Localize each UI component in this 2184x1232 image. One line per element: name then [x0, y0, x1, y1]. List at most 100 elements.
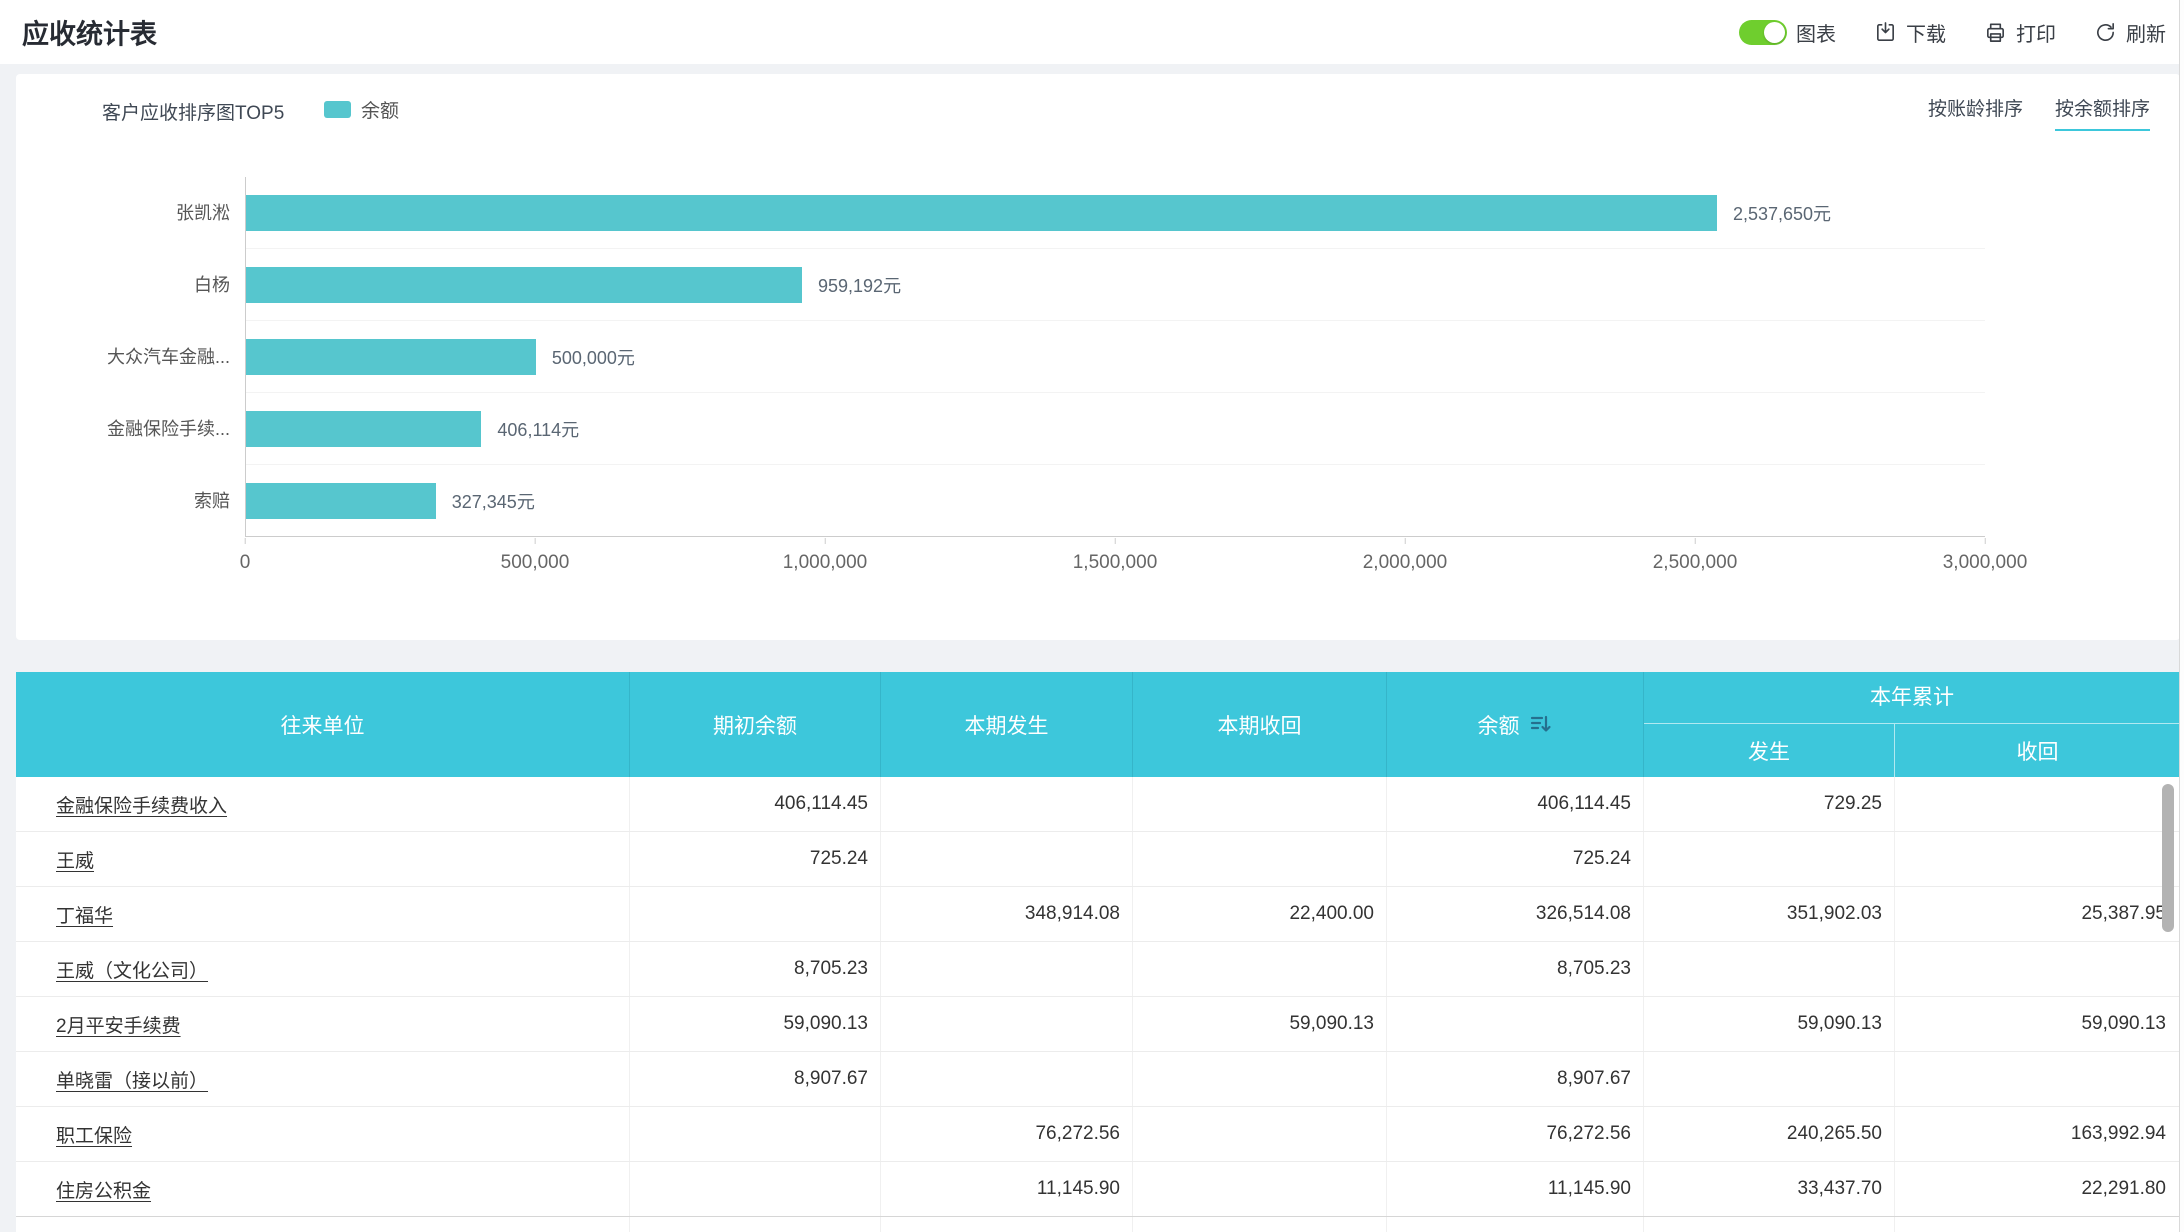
x-tick-label: 1,000,000: [782, 538, 868, 573]
category-label: 白杨: [194, 275, 230, 295]
chart-card: 客户应收排序图TOP5 余额 按账龄排序 按余额排序 张凯淞 白杨 大众汽车金融..…: [16, 74, 2180, 640]
cell-value: 351,902.03: [1644, 887, 1895, 941]
x-axis: 0 500,000 1,000,000 1,500,000 2,000,000 2,500…: [240, 538, 2027, 578]
cell-value: [1133, 1107, 1387, 1161]
toggle-knob-icon: [1764, 21, 1785, 43]
x-tick-label: 1,500,000: [1072, 538, 1158, 573]
cell-empty: [1644, 1217, 1895, 1232]
cell-counterparty: 单晓雷（接以前）: [16, 1052, 630, 1106]
cell-empty: [630, 1217, 881, 1232]
cell-counterparty: 住房公积金: [16, 1162, 630, 1216]
x-tick-label: 500,000: [500, 538, 570, 573]
bar-value-label: 2,537,650元: [1732, 203, 1832, 224]
cell-value: 8,907.67: [1387, 1052, 1644, 1106]
header-balance: 余额: [1387, 672, 1644, 777]
cell-value: 8,705.23: [1387, 942, 1644, 996]
cell-value: [630, 1162, 881, 1216]
cell-value: [1644, 832, 1895, 886]
chart-categories: 张凯淞 白杨 大众汽车金融... 金融保险手续... 索赔: [16, 177, 230, 537]
legend-label: 余额: [361, 101, 400, 122]
print-button[interactable]: 打印: [1984, 18, 2056, 47]
sort-tab-by-aging[interactable]: 按账龄排序: [1927, 99, 2023, 120]
table-row: 职工保险 76,272.56 76,272.56 240,265.50 163,992.…: [16, 1107, 2180, 1162]
cell-value: [1133, 832, 1387, 886]
counterparty-link[interactable]: 住房公积金: [56, 1180, 152, 1202]
page-scrollbar-track[interactable]: [2179, 0, 2184, 1232]
cell-value: 729.25: [1644, 777, 1895, 831]
header-current-incurred: 本期发生: [881, 672, 1133, 777]
cell-counterparty: 王威（文化公司）: [16, 942, 630, 996]
cell-value: [630, 1107, 881, 1161]
table-row: 2月平安手续费 59,090.13 59,090.13 59,090.13 59,090…: [16, 997, 2180, 1052]
header-ytd-label: 本年累计: [1644, 672, 2180, 724]
counterparty-link[interactable]: 单晓雷（接以前）: [56, 1070, 209, 1092]
cell-value: 8,705.23: [630, 942, 881, 996]
x-tick-label: 2,500,000: [1652, 538, 1738, 573]
bar: [246, 410, 482, 447]
chart-toggle-switch[interactable]: [1739, 19, 1787, 45]
header-ytd-subrow: 发生 收回: [1644, 724, 2180, 777]
cell-value: [881, 997, 1133, 1051]
x-tick-label: 2,000,000: [1362, 538, 1448, 573]
cell-value: 59,090.13: [1644, 997, 1895, 1051]
bar-band: 327,345元: [246, 465, 1985, 537]
table-scrollbar-thumb[interactable]: [2162, 784, 2174, 932]
sort-descending-icon[interactable]: [1529, 713, 1553, 737]
cell-value: [1133, 1052, 1387, 1106]
bar: [246, 483, 436, 519]
category-label: 大众汽车金融...: [106, 347, 230, 367]
print-icon: [1984, 21, 2007, 44]
bar-value-label: 327,345元: [451, 492, 535, 512]
refresh-button[interactable]: 刷新: [2094, 18, 2166, 47]
cell-value: 59,090.13: [630, 997, 881, 1051]
table-body: 金融保险手续费收入 406,114.45 406,114.45 729.25 王威 725…: [16, 777, 2180, 1232]
counterparty-link[interactable]: 王威（文化公司）: [56, 960, 209, 982]
counterparty-link[interactable]: 2月平安手续费: [56, 1015, 181, 1037]
bar-band: 959,192元: [246, 249, 1985, 321]
bar-band: 406,114元: [246, 393, 1985, 465]
sort-tab-by-balance[interactable]: 按余额排序: [2054, 94, 2150, 131]
cell-empty: [1387, 1217, 1644, 1232]
cell-value: [1133, 777, 1387, 831]
cell-empty: [881, 1217, 1133, 1232]
cell-value: 22,291.80: [2081, 1178, 2166, 1199]
header-ytd-incurred: 发生: [1644, 724, 1895, 777]
toolbar: 图表 下载 打印 刷新: [1739, 0, 2166, 64]
chart-title: 客户应收排序图TOP5: [102, 103, 285, 124]
print-label: 打印: [2016, 23, 2056, 46]
chart-sort-tabs: 按账龄排序 按余额排序: [1928, 94, 2150, 131]
bar-value-label: 500,000元: [551, 347, 635, 368]
cell-value: 163,992.94: [2070, 1123, 2166, 1144]
cell-value: [881, 942, 1133, 996]
cell-value: [1133, 1162, 1387, 1216]
receivables-table: 往来单位 期初余额 本期发生 本期收回 余额 本年累计 发生 收回 金融保险手续…: [16, 672, 2180, 1232]
header-balance-label: 余额: [1477, 714, 1520, 738]
cell-empty: [16, 1217, 630, 1232]
cell-value: 59,090.13: [1133, 997, 1387, 1051]
cell-empty: [1133, 1217, 1387, 1232]
bar: [246, 338, 536, 375]
cell-value: 76,272.56: [881, 1107, 1133, 1161]
cell-value: 33,437.70: [1644, 1162, 1895, 1216]
cell-value: [1895, 777, 2180, 831]
cell-value: 11,145.90: [1387, 1162, 1644, 1216]
x-tick-label: 3,000,000: [1942, 538, 2028, 573]
cell-value: 348,914.08: [881, 887, 1133, 941]
cell-value: 326,514.08: [1387, 887, 1644, 941]
counterparty-link[interactable]: 丁福华: [56, 905, 114, 927]
table-row: 王威（文化公司） 8,705.23 8,705.23: [16, 942, 2180, 997]
download-button[interactable]: 下载: [1874, 18, 1946, 47]
counterparty-link[interactable]: 王威: [56, 850, 95, 872]
bar-value-label: 959,192元: [818, 275, 902, 296]
table-row-partial: [16, 1217, 2180, 1232]
cell-value: [1644, 942, 1895, 996]
counterparty-link[interactable]: 金融保险手续费收入: [56, 795, 228, 817]
cell-value: [1895, 1052, 2180, 1106]
cell-value: [1133, 942, 1387, 996]
table-row: 单晓雷（接以前） 8,907.67 8,907.67: [16, 1052, 2180, 1107]
header-ytd-received: 收回: [2016, 740, 2059, 764]
cell-value: 725.24: [630, 832, 881, 886]
counterparty-link[interactable]: 职工保险: [56, 1125, 133, 1147]
cell-value: [1644, 1052, 1895, 1106]
page-title: 应收统计表: [22, 19, 157, 50]
